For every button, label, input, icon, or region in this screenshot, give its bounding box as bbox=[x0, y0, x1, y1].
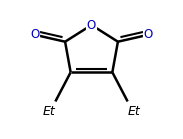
Text: O: O bbox=[87, 18, 96, 32]
Text: Et: Et bbox=[43, 105, 55, 118]
Text: O: O bbox=[30, 28, 39, 41]
Text: Et: Et bbox=[128, 105, 140, 118]
Text: O: O bbox=[144, 28, 153, 41]
